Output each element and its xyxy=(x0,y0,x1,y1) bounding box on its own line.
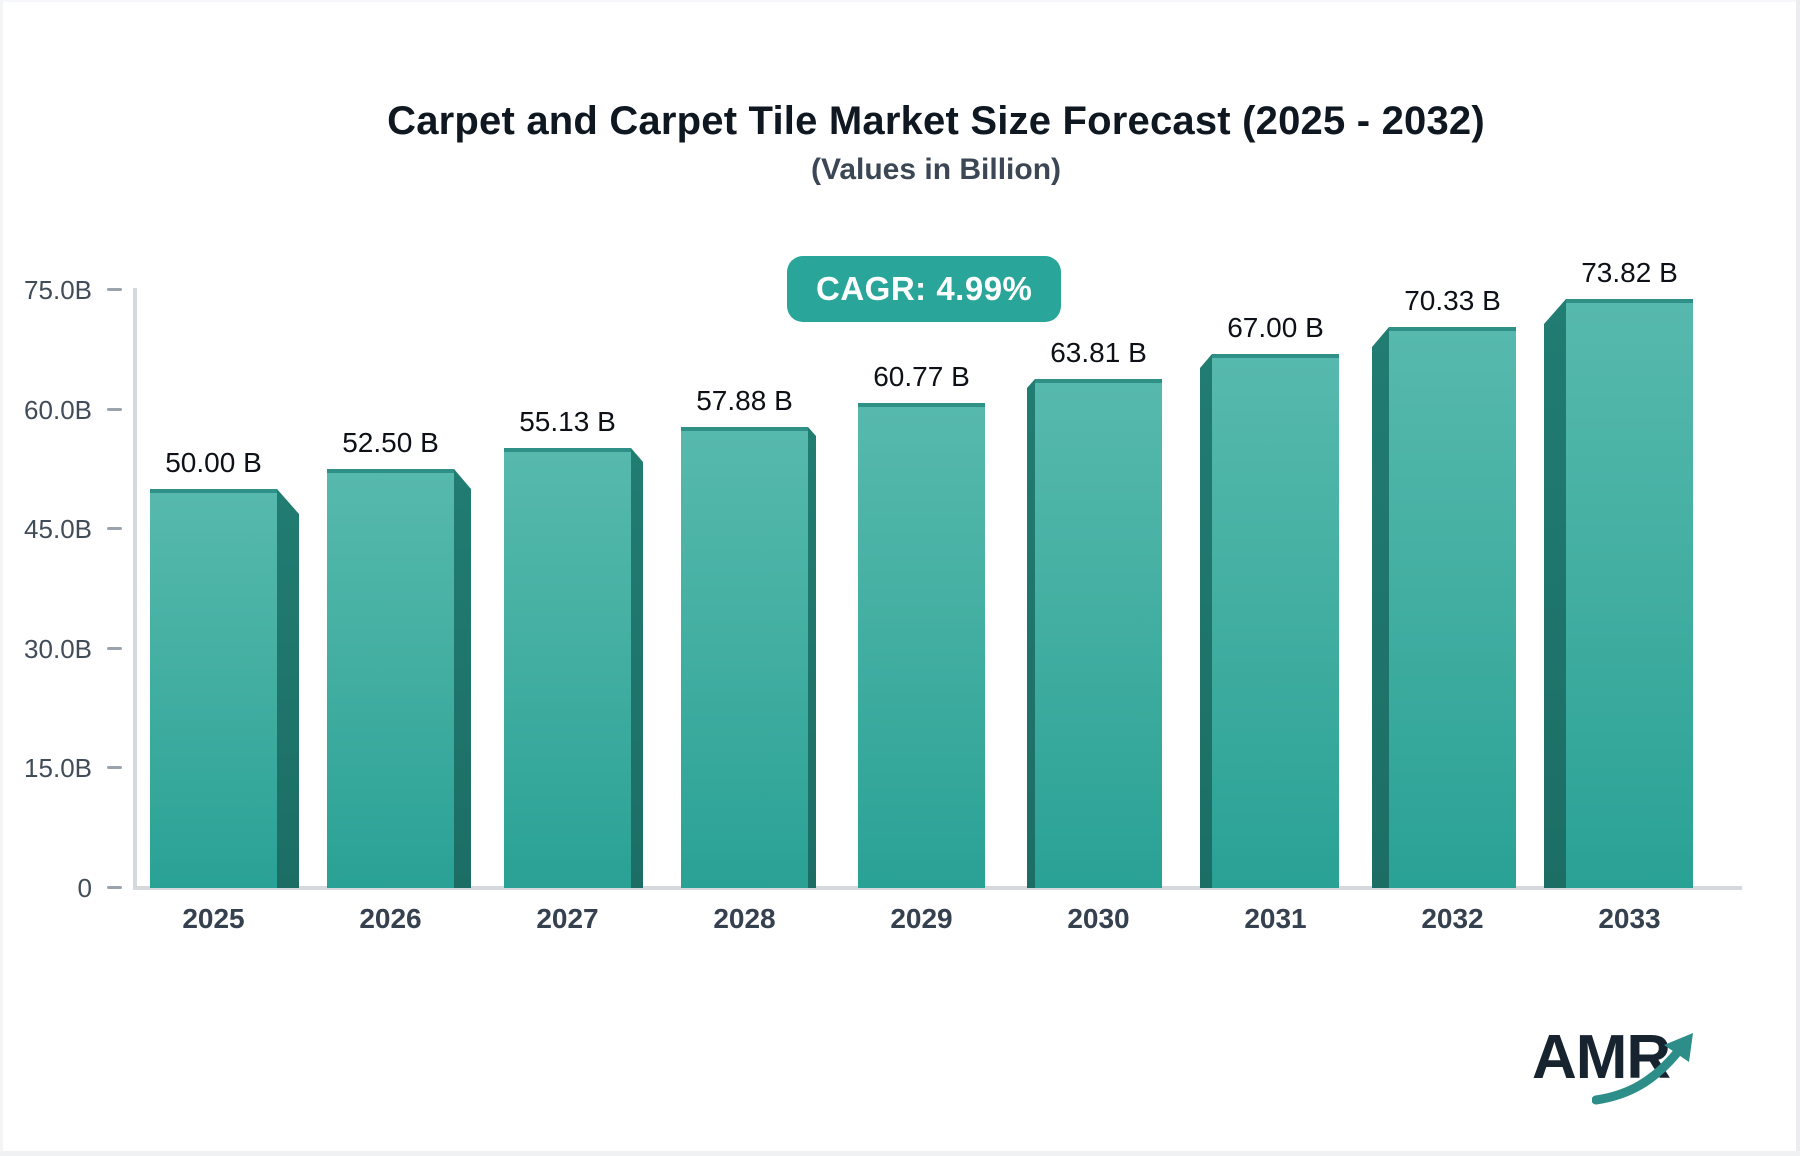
y-tick-label-60: 60.0B xyxy=(24,395,92,425)
bar-value-label-2031: 67.00 B xyxy=(1227,312,1324,343)
bar-face xyxy=(1035,379,1162,888)
bar-2033[interactable] xyxy=(1544,299,1693,888)
cagr-badge: CAGR: 4.99% xyxy=(787,256,1062,322)
y-tick-label-75: 75.0B xyxy=(24,275,92,305)
y-axis-line xyxy=(133,288,137,890)
bar-face xyxy=(504,448,631,888)
y-tick-label-30: 30.0B xyxy=(24,634,92,664)
y-tick-label-15: 15.0B xyxy=(24,753,92,783)
y-tick-label-45: 45.0B xyxy=(24,514,92,544)
bar-face xyxy=(858,403,985,888)
chart-header: Carpet and Carpet Tile Market Size Forec… xyxy=(0,98,1800,187)
bar-side-face xyxy=(1200,354,1212,888)
bar-side-face xyxy=(277,489,299,888)
x-axis-line xyxy=(133,886,1742,890)
chart-title: Carpet and Carpet Tile Market Size Forec… xyxy=(387,99,1485,143)
y-tick-mark xyxy=(107,288,122,291)
bar-2028[interactable] xyxy=(681,427,816,888)
page-edge-top xyxy=(0,0,1800,2)
y-tick-mark xyxy=(107,886,122,889)
x-tick-label-2030: 2030 xyxy=(1067,903,1130,934)
bar-value-label-2027: 55.13 B xyxy=(519,406,616,437)
bar-value-label-2028: 57.88 B xyxy=(696,385,793,416)
x-tick-label-2025: 2025 xyxy=(182,903,245,934)
bar-value-label-2025: 50.00 B xyxy=(165,447,262,478)
bar-2032[interactable] xyxy=(1372,327,1516,888)
bar-face xyxy=(150,489,277,888)
x-tick-label-2031: 2031 xyxy=(1244,903,1307,934)
bar-value-label-2029: 60.77 B xyxy=(873,361,970,392)
page-edge-left xyxy=(0,0,3,1156)
bar-side-face xyxy=(454,469,471,888)
y-tick-mark xyxy=(107,766,122,769)
bar-side-face xyxy=(631,448,643,888)
y-tick-mark xyxy=(107,647,122,650)
x-tick-label-2026: 2026 xyxy=(359,903,422,934)
amr-logo: AMR xyxy=(1532,1022,1722,1117)
bar-face xyxy=(681,427,808,888)
bar-2029[interactable] xyxy=(858,403,985,888)
bar-value-label-2033: 73.82 B xyxy=(1581,257,1678,288)
bar-2031[interactable] xyxy=(1200,354,1339,888)
bar-side-face xyxy=(1027,379,1035,888)
y-tick-mark xyxy=(107,527,122,530)
chart-subtitle: (Values in Billion) xyxy=(810,153,1062,186)
bar-value-label-2026: 52.50 B xyxy=(342,427,439,458)
bar-side-face xyxy=(808,427,816,888)
bar-2030[interactable] xyxy=(1027,379,1162,888)
bar-face xyxy=(1389,327,1516,888)
bar-value-label-2030: 63.81 B xyxy=(1050,337,1147,368)
page-edge-bottom xyxy=(0,1151,1800,1156)
bar-face xyxy=(1566,299,1693,888)
bar-2025[interactable] xyxy=(150,489,299,888)
y-tick-mark xyxy=(107,408,122,411)
bar-side-face xyxy=(1372,327,1389,888)
bar-side-face xyxy=(1544,299,1566,888)
x-tick-label-2027: 2027 xyxy=(536,903,599,934)
trend-arrow-icon xyxy=(1592,1033,1693,1105)
x-tick-label-2028: 2028 xyxy=(713,903,776,934)
bar-value-label-2032: 70.33 B xyxy=(1404,285,1501,316)
x-tick-label-2033: 2033 xyxy=(1598,903,1661,934)
x-tick-label-2032: 2032 xyxy=(1421,903,1484,934)
bar-face xyxy=(327,469,454,888)
bar-2027[interactable] xyxy=(504,448,643,888)
page-edge-right xyxy=(1796,0,1800,1156)
bar-face xyxy=(1212,354,1339,888)
y-tick-label-0: 0 xyxy=(77,873,92,903)
x-tick-label-2029: 2029 xyxy=(890,903,953,934)
bar-2026[interactable] xyxy=(327,469,471,888)
